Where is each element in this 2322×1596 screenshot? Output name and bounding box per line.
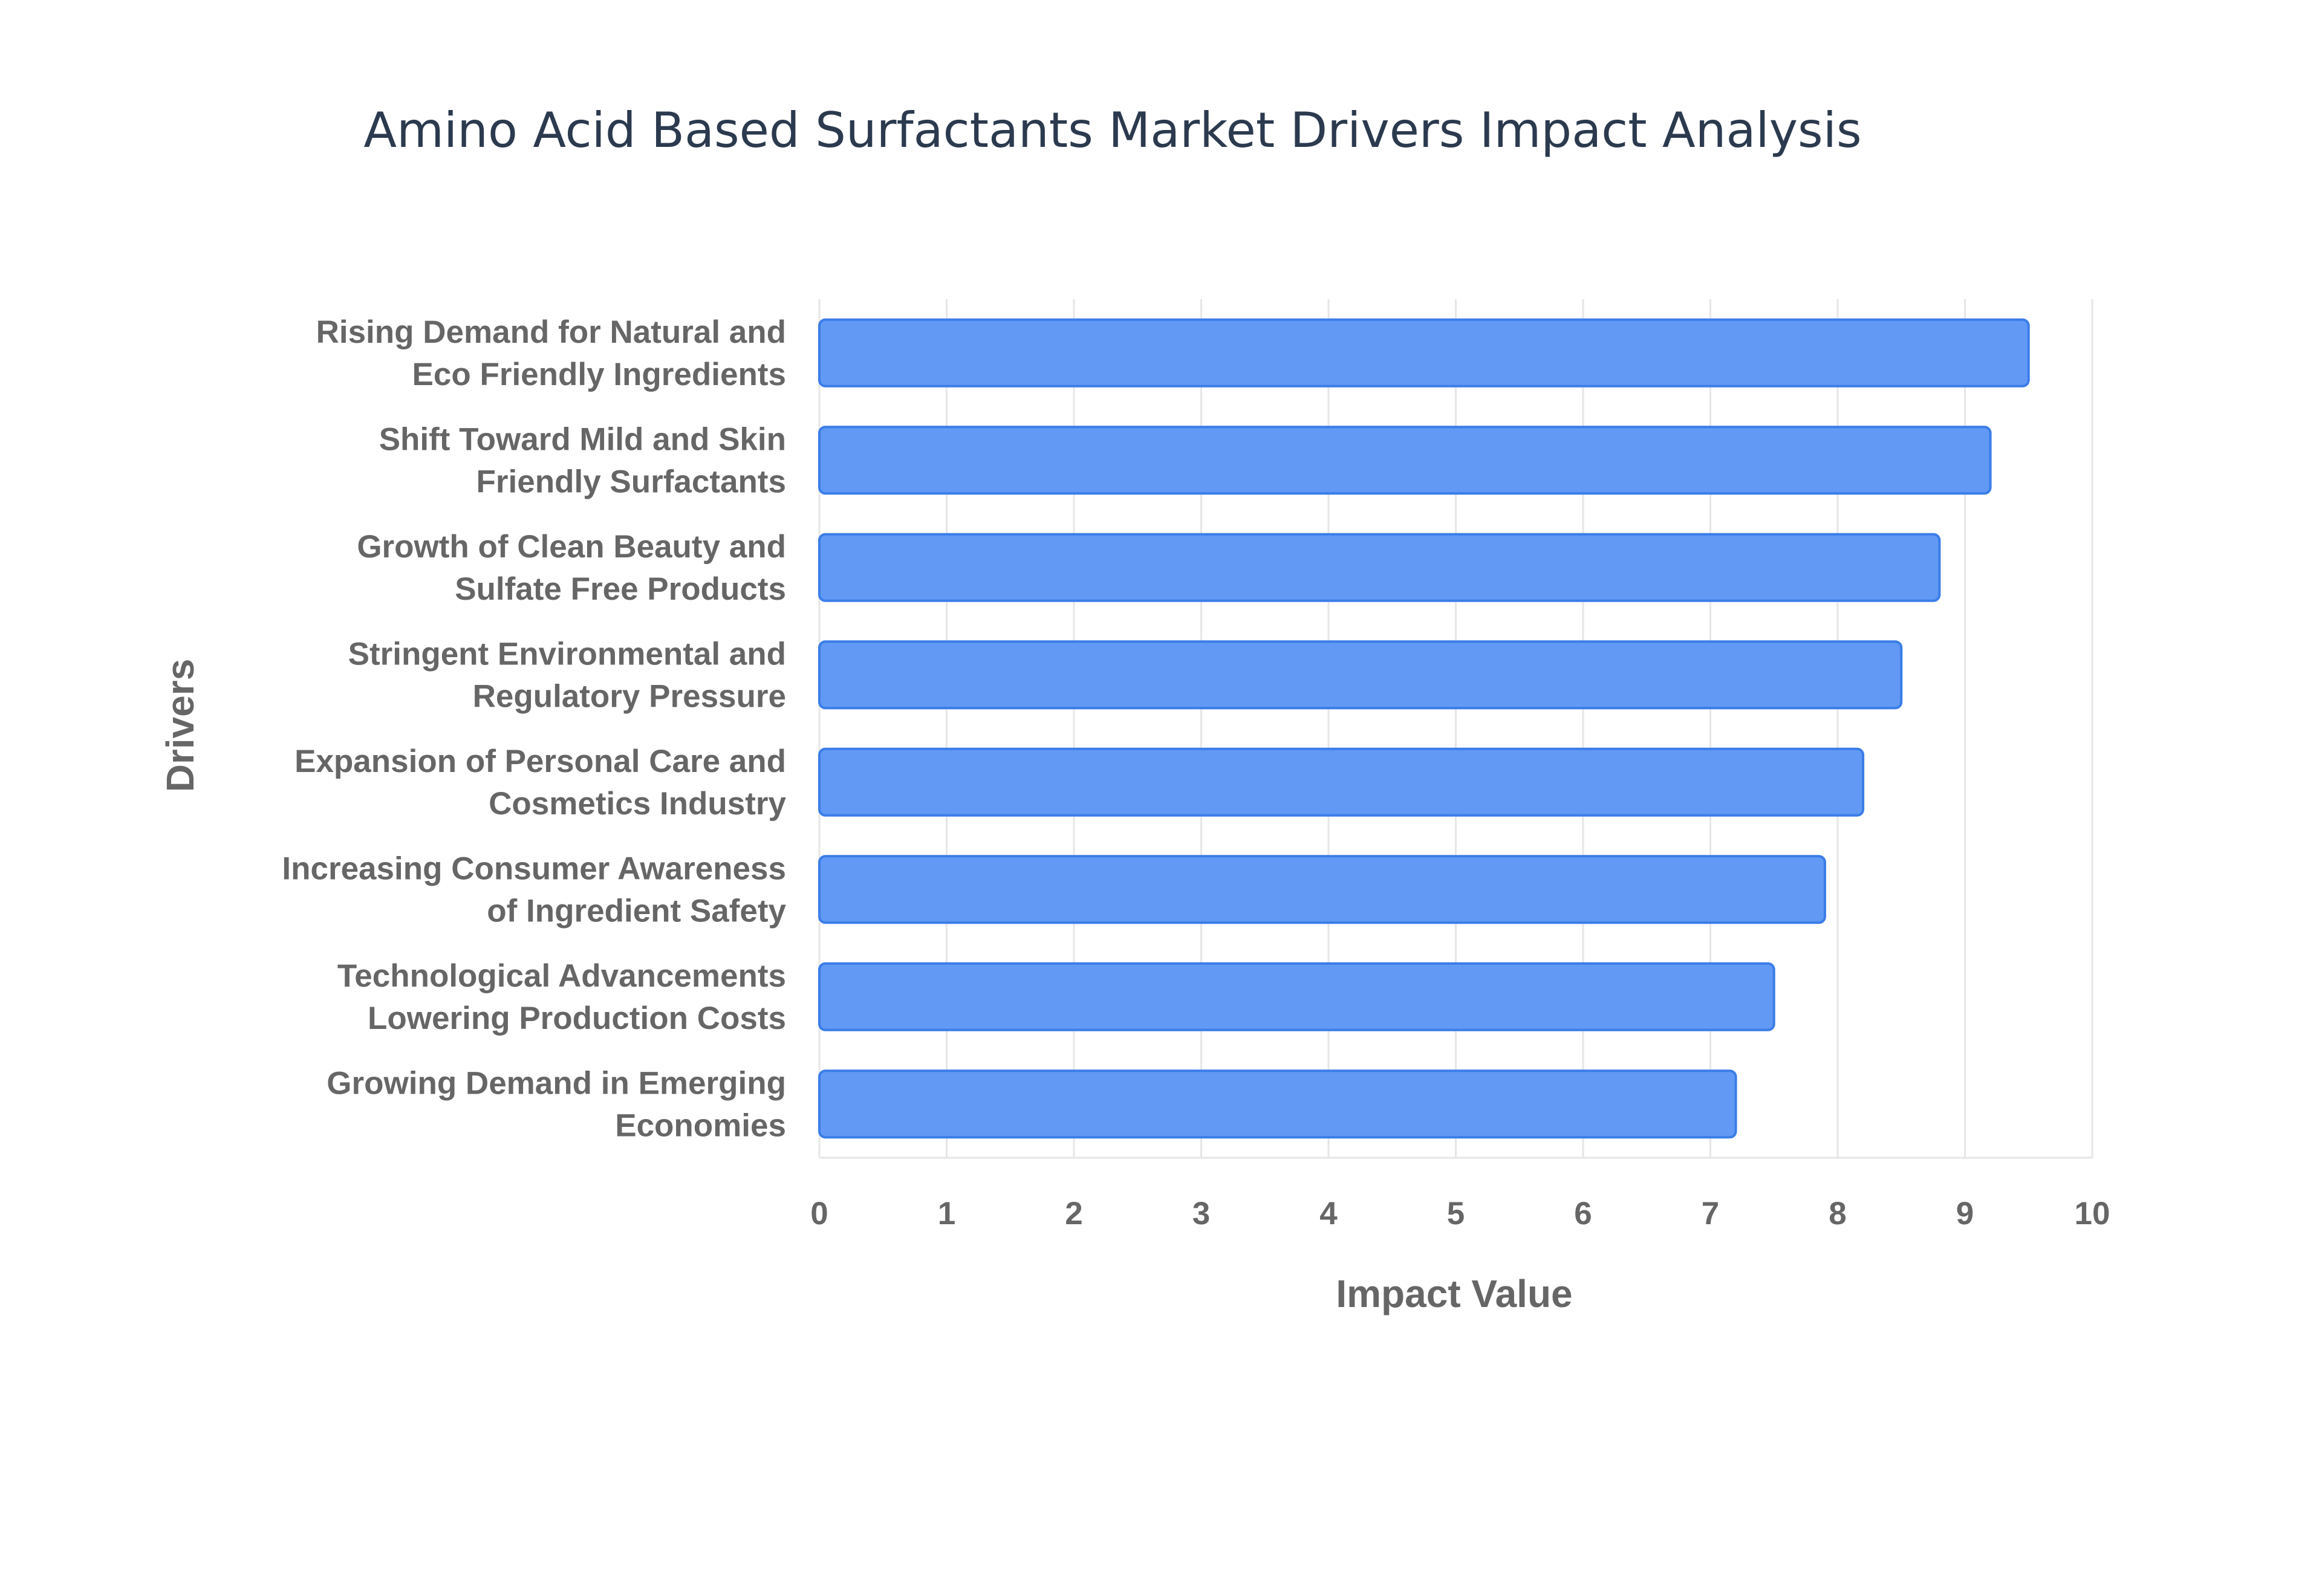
bar xyxy=(818,855,1826,924)
category-label-line: Lowering Production Costs xyxy=(368,1001,786,1036)
category-label-line: Increasing Consumer Awareness xyxy=(282,851,786,886)
category-label: Rising Demand for Natural and Eco Friendl… xyxy=(316,314,786,392)
bar xyxy=(818,426,1992,495)
x-tick-label: 4 xyxy=(1319,1196,1338,1231)
x-tick-label: 6 xyxy=(1574,1196,1592,1231)
category-label-line: Cosmetics Industry xyxy=(489,786,786,822)
category-label-line: Sulfate Free Products xyxy=(455,571,786,607)
x-tick-label: 5 xyxy=(1447,1196,1465,1231)
bar xyxy=(818,962,1775,1031)
x-tick-label: 0 xyxy=(810,1196,828,1231)
bar xyxy=(818,318,2030,388)
x-tick-label: 2 xyxy=(1065,1196,1082,1231)
category-label-line: of Ingredient Safety xyxy=(487,893,786,929)
category-label-line: Technological Advancements xyxy=(337,958,786,994)
category-label: Shift Toward Mild and Skin Friendly Surfa… xyxy=(379,421,786,499)
bars xyxy=(818,318,2030,1139)
category-labels: Rising Demand for Natural and Eco Friendl… xyxy=(282,314,786,1144)
y-axis-title: Drivers xyxy=(158,659,202,793)
category-label-line: Shift Toward Mild and Skin xyxy=(379,421,786,457)
bar xyxy=(818,1069,1737,1139)
x-tick-label: 3 xyxy=(1192,1196,1210,1231)
category-label-line: Expansion of Personal Care and xyxy=(294,744,786,779)
x-axis-title: Impact Value xyxy=(1336,1272,1572,1315)
category-label: Technological Advancements Lowering Produ… xyxy=(337,958,786,1036)
category-label-line: Eco Friendly Ingredients xyxy=(412,357,786,392)
x-tick-label: 10 xyxy=(2075,1196,2110,1231)
category-label: Growing Demand in Emerging Economies xyxy=(327,1065,786,1143)
category-label-line: Growth of Clean Beauty and xyxy=(357,529,786,565)
bar xyxy=(818,640,1903,710)
bar xyxy=(818,747,1865,817)
bar xyxy=(818,533,1941,602)
x-tick-label: 7 xyxy=(1702,1196,1719,1231)
category-label: Growth of Clean Beauty and Sulfate Free P… xyxy=(357,529,786,607)
x-tick-label: 9 xyxy=(1956,1196,1974,1231)
category-label: Increasing Consumer Awareness of Ingredie… xyxy=(282,851,786,929)
category-label-line: Economies xyxy=(615,1108,786,1143)
category-label: Stringent Environmental and Regulatory Pr… xyxy=(348,636,786,714)
x-tick-label: 8 xyxy=(1829,1196,1846,1231)
chart-title: Amino Acid Based Surfactants Market Driv… xyxy=(363,102,1861,158)
category-label-line: Growing Demand in Emerging xyxy=(327,1065,786,1101)
category-label-line: Rising Demand for Natural and xyxy=(316,314,786,350)
category-label: Expansion of Personal Care and Cosmetics … xyxy=(294,744,786,822)
x-tick-label: 1 xyxy=(938,1196,955,1231)
category-label-line: Stringent Environmental and xyxy=(348,636,786,672)
category-label-line: Regulatory Pressure xyxy=(473,678,786,714)
x-axis-ticks: 0 1 2 3 4 5 6 7 8 9 10 xyxy=(810,1196,2110,1231)
category-label-line: Friendly Surfactants xyxy=(476,464,786,499)
